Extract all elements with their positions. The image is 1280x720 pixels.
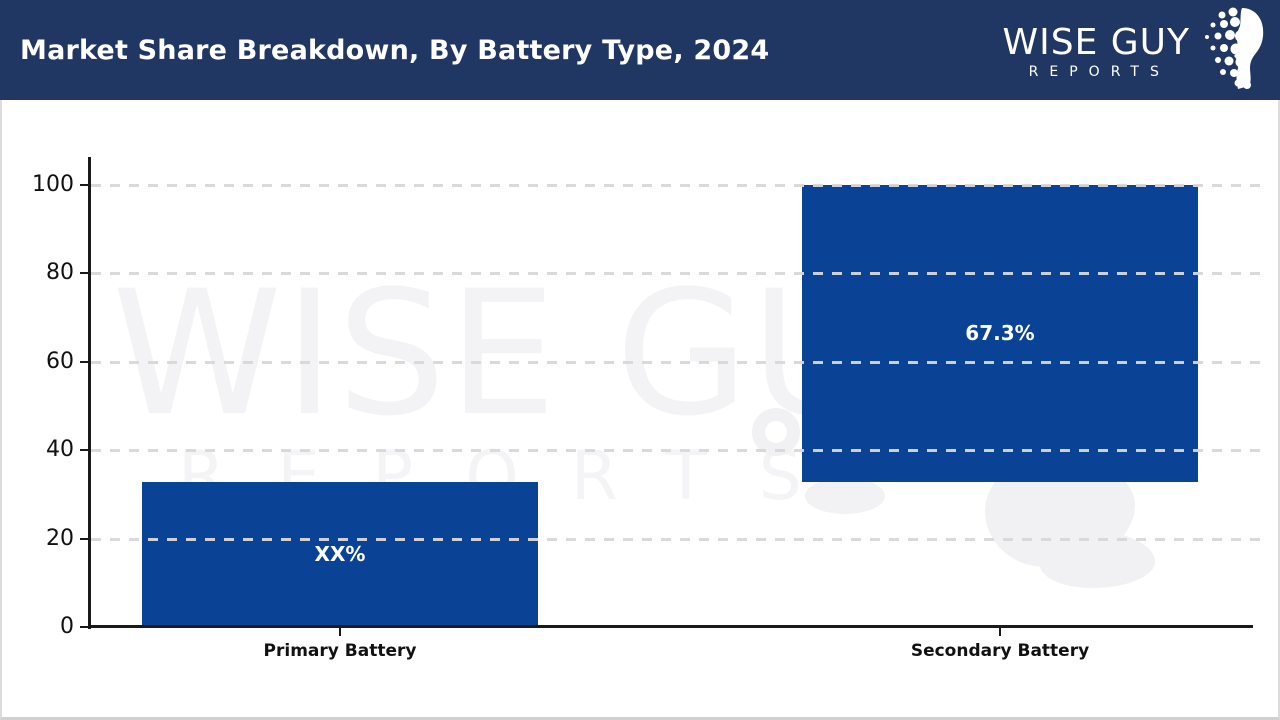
header-bar: Market Share Breakdown, By Battery Type,… — [0, 0, 1280, 100]
bar-primary-battery — [142, 482, 538, 627]
bar-secondary-battery — [802, 185, 1198, 483]
y-tick — [80, 272, 88, 275]
y-axis-line — [88, 157, 91, 629]
brand-logo: WISE GUY REPORTS — [1003, 5, 1267, 95]
x-tick — [999, 628, 1001, 636]
gridline-20 — [91, 537, 1262, 541]
y-tick — [80, 184, 88, 186]
bar-value-label: XX% — [314, 541, 366, 566]
y-tick-label: 80 — [46, 260, 74, 286]
y-tick-label: 60 — [46, 348, 74, 374]
y-tick — [80, 449, 88, 452]
x-tick — [339, 628, 341, 636]
category-label: Secondary Battery — [910, 641, 1090, 661]
bar-value-label: 67.3% — [965, 320, 1035, 345]
gridline-100 — [91, 184, 1262, 187]
brand-subname: REPORTS — [1028, 64, 1170, 80]
y-tick — [80, 537, 88, 540]
y-tick-label: 0 — [60, 614, 74, 639]
y-tick-label: 20 — [46, 525, 74, 551]
gridline-60 — [91, 360, 1262, 364]
x-axis-line — [88, 625, 1253, 628]
face-profile-logo-icon — [1192, 5, 1266, 95]
y-tick-label: 100 — [32, 172, 74, 197]
y-tick-label: 40 — [46, 437, 74, 463]
page-title: Market Share Breakdown, By Battery Type,… — [20, 34, 770, 66]
gridline-40 — [91, 449, 1262, 453]
category-label: Primary Battery — [263, 641, 417, 661]
y-tick — [80, 360, 88, 363]
brand-logo-text: WISE GUY REPORTS — [1002, 22, 1191, 80]
gridline-80 — [91, 272, 1262, 276]
y-tick — [80, 626, 88, 628]
brand-name: WISE GUY — [1002, 22, 1190, 63]
